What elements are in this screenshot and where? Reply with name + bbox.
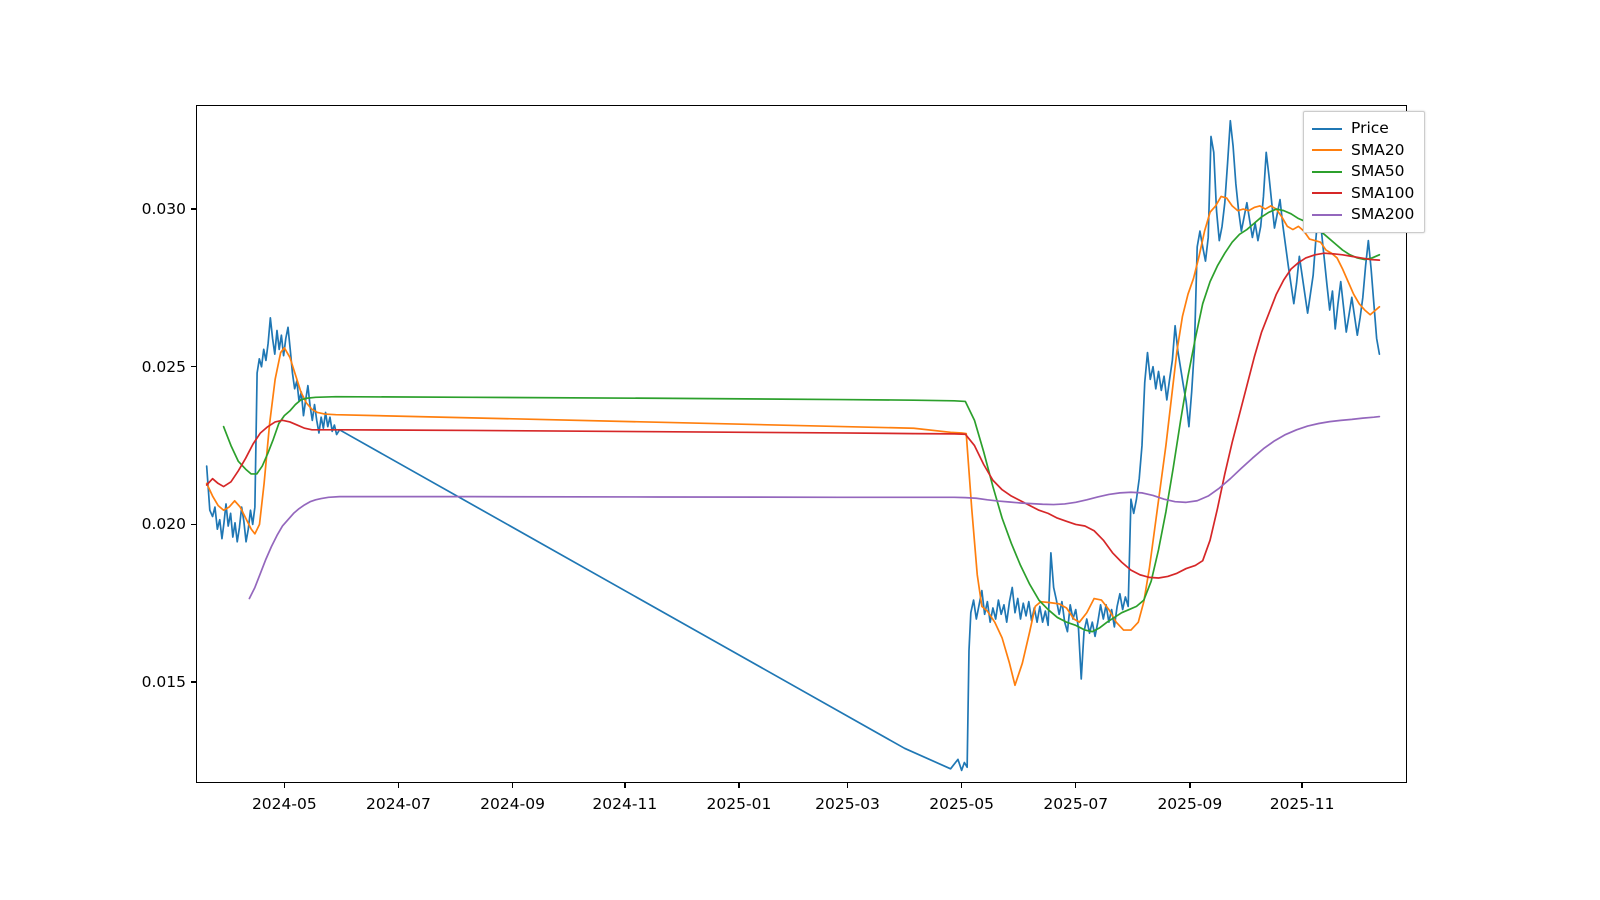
plot-frame-border: [196, 105, 1407, 783]
x-tick-mark: [738, 783, 740, 788]
y-tick-mark: [191, 208, 196, 210]
legend-label: Price: [1351, 119, 1389, 137]
legend-label: SMA100: [1351, 183, 1415, 202]
y-tick-mark: [191, 523, 196, 526]
x-tick-mark: [1301, 783, 1303, 788]
x-tick-label: 2024-07: [366, 795, 431, 813]
legend-item-price[interactable]: Price: [1312, 118, 1414, 140]
legend-item-sma50[interactable]: SMA50: [1312, 161, 1414, 183]
series-line-sma50: [222, 208, 1381, 633]
series-canvas: [205, 119, 1381, 772]
legend-color-swatch-sma200: [1312, 213, 1342, 216]
x-tick-mark: [960, 783, 963, 788]
y-tick-label: 0.020: [141, 515, 186, 534]
legend-item-sma100[interactable]: SMA100: [1312, 183, 1414, 205]
x-tick-label: 2024-05: [251, 795, 317, 813]
y-tick-label: 0.030: [141, 200, 186, 219]
x-tick-mark: [397, 783, 400, 788]
legend-item-sma200[interactable]: SMA200: [1312, 204, 1414, 226]
x-tick-mark: [283, 783, 286, 788]
y-tick-mark: [191, 366, 196, 368]
x-tick-mark: [1075, 783, 1077, 788]
legend-label: SMA200: [1351, 205, 1415, 223]
series-line-sma100: [205, 252, 1381, 579]
legend-label: SMA50: [1351, 162, 1405, 180]
series-line-price: [205, 119, 1381, 772]
x-tick-mark: [624, 783, 626, 788]
chart-legend: Price SMA20 SMA50 SMA100 SMA200: [1303, 111, 1426, 233]
x-tick-mark: [511, 783, 514, 788]
y-tick-label: 0.025: [141, 357, 186, 376]
legend-color-swatch-sma50: [1312, 170, 1342, 173]
legend-label: SMA20: [1351, 140, 1405, 159]
x-tick-label: 2024-09: [480, 795, 545, 813]
x-tick-label: 2025-07: [1043, 795, 1109, 813]
x-tick-mark: [846, 783, 849, 788]
x-tick-label: 2025-09: [1157, 795, 1223, 813]
y-tick-mark: [191, 681, 196, 683]
x-tick-label: 2024-11: [592, 795, 658, 813]
x-tick-label: 2025-05: [929, 795, 994, 813]
x-tick-label: 2025-01: [706, 795, 772, 813]
x-tick-label: 2025-11: [1269, 795, 1335, 813]
plot-area: [196, 105, 1407, 783]
y-tick-label: 0.015: [141, 673, 186, 692]
legend-item-sma20[interactable]: SMA20: [1312, 140, 1414, 162]
x-tick-label: 2025-03: [815, 795, 880, 813]
legend-color-swatch-price: [1312, 127, 1342, 130]
series-line-sma200: [248, 415, 1381, 600]
x-tick-mark: [1189, 783, 1191, 788]
legend-color-swatch-sma20: [1312, 149, 1342, 152]
series-line-sma20: [205, 195, 1381, 687]
legend-color-swatch-sma100: [1312, 192, 1342, 195]
